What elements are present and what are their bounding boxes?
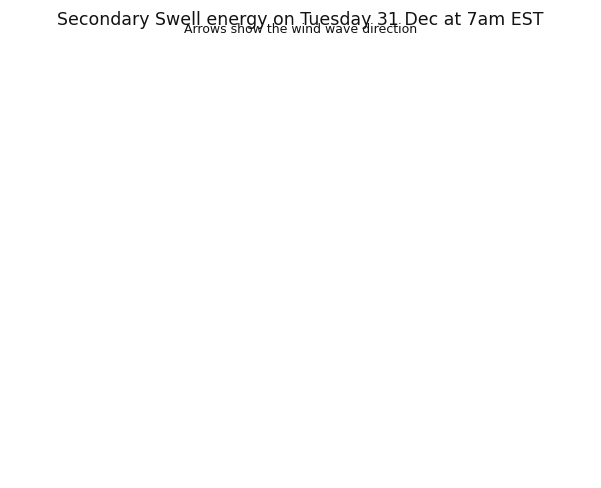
Text: Secondary Swell energy on Tuesday 31 Dec at 7am EST: Secondary Swell energy on Tuesday 31 Dec… [57,11,544,29]
Text: Arrows show the wind wave direction: Arrows show the wind wave direction [184,23,417,37]
